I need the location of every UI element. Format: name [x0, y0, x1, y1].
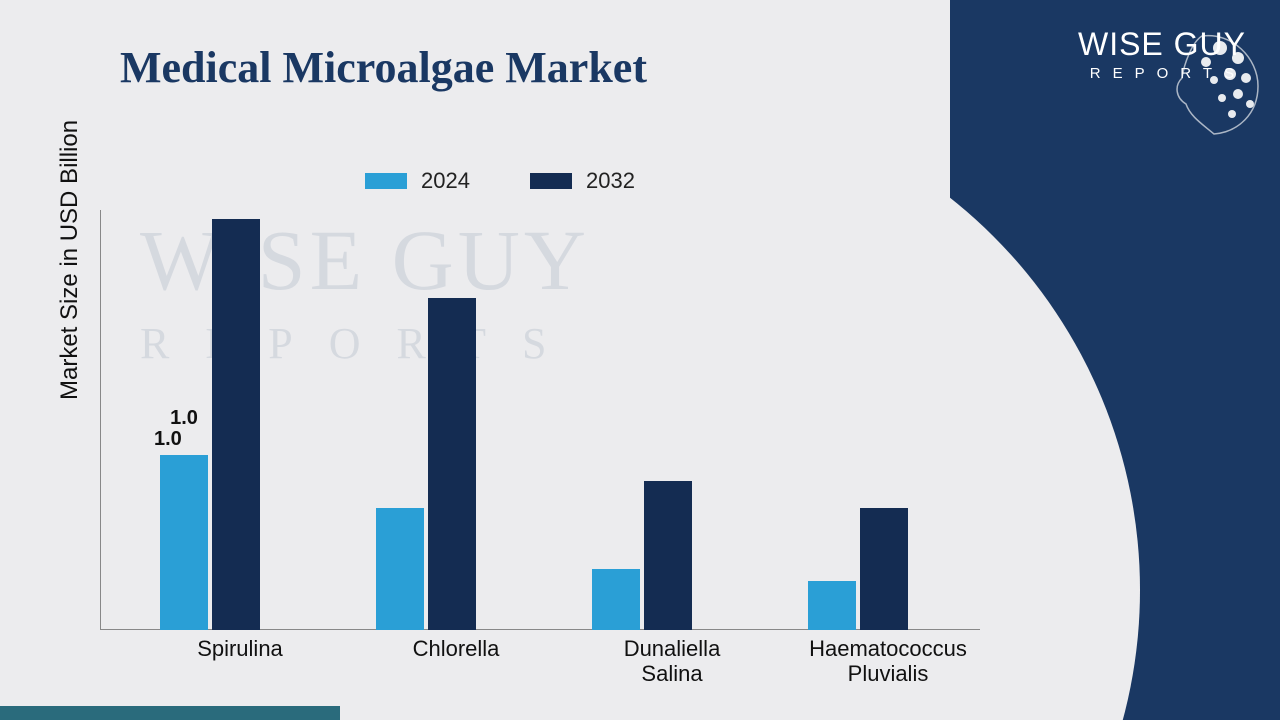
bar-2032: [212, 219, 260, 630]
legend-item-2032: 2032: [530, 168, 635, 194]
bar-2032: [644, 481, 692, 630]
bottom-accent-bar: [0, 706, 340, 720]
bar-2024: [376, 508, 424, 631]
y-tick-label: 1.0: [154, 428, 182, 451]
legend-swatch-2032: [530, 173, 572, 189]
category-label: DunaliellaSalina: [572, 630, 772, 687]
legend-label-2024: 2024: [421, 168, 470, 194]
category-label: Chlorella: [356, 630, 556, 661]
bar-value-label: 1.0: [170, 407, 198, 430]
chart-stage: WISE GUY REPORTS Medical Microalgae Mark…: [0, 0, 1280, 720]
y-axis-line: [100, 210, 101, 630]
category-label: HaematococcusPluvialis: [788, 630, 988, 687]
bar-2024: [592, 569, 640, 630]
category-label: Spirulina: [140, 630, 340, 661]
y-axis-label: Market Size in USD Billion: [56, 120, 84, 400]
bar-2024: [160, 455, 208, 630]
logo-line1: WISE GUY: [1078, 28, 1246, 60]
legend-swatch-2024: [365, 173, 407, 189]
legend-label-2032: 2032: [586, 168, 635, 194]
brand-logo: WISE GUY REPORTS: [1078, 28, 1246, 81]
bar-2024: [808, 581, 856, 630]
chart-title: Medical Microalgae Market: [120, 42, 647, 93]
bar-2032: [428, 298, 476, 631]
legend: 2024 2032: [0, 168, 1000, 194]
bar-chart: 1.01.0SpirulinaChlorellaDunaliellaSalina…: [100, 210, 980, 630]
bar-2032: [860, 508, 908, 631]
logo-line2: REPORTS: [1078, 66, 1246, 81]
legend-item-2024: 2024: [365, 168, 470, 194]
